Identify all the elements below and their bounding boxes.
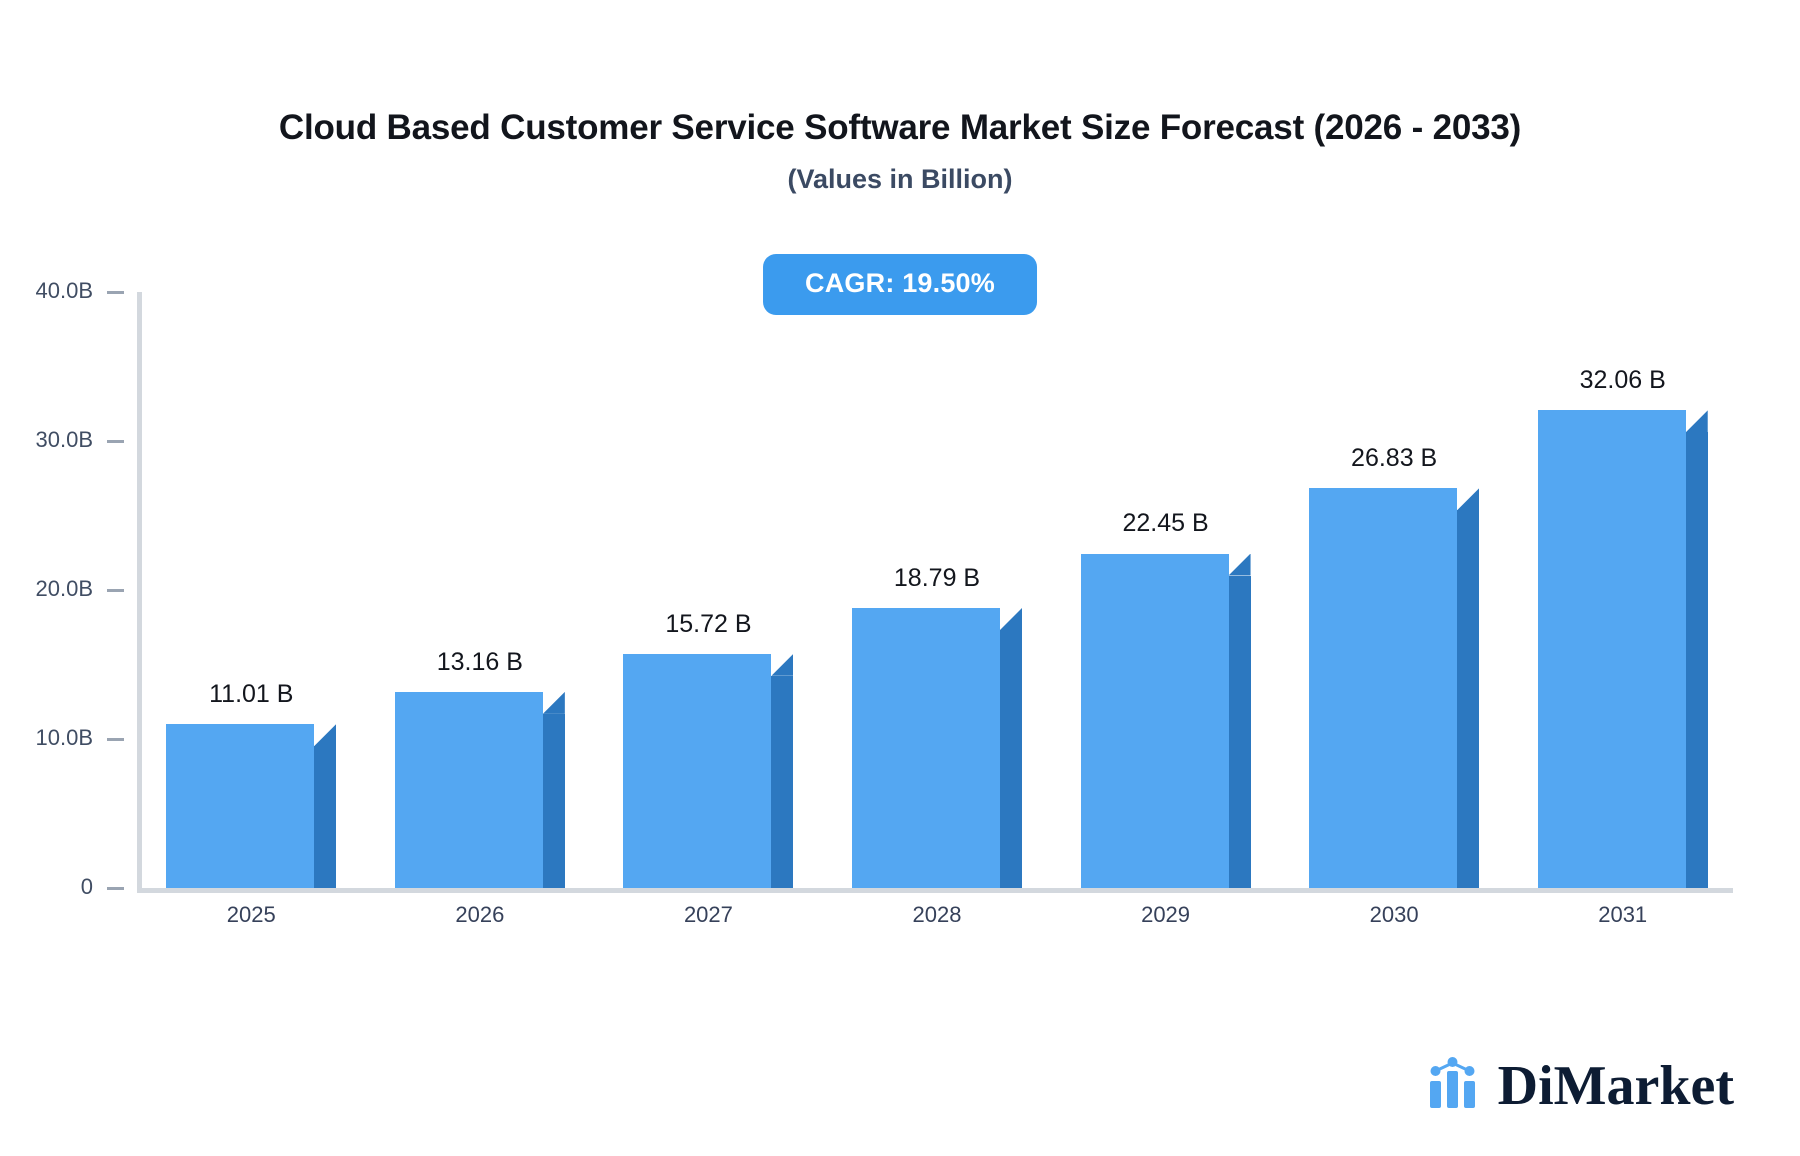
bar-value-label: 32.06 B [1579,366,1666,395]
x-tick-label: 2029 [1141,902,1191,927]
x-tick-label: 2026 [455,902,505,927]
title-block: Cloud Based Customer Service Software Ma… [0,108,1800,195]
bar-top-face [1000,608,1022,631]
bar-front-face [623,653,772,888]
bar-front-face [166,723,315,888]
bar-value-label: 11.01 B [209,679,294,708]
bar-value-label: 22.45 B [1122,509,1209,538]
x-axis-line [137,888,1733,893]
bar-top-face [771,653,794,676]
x-tick-label: 2028 [912,902,962,927]
bar[interactable] [852,608,1022,888]
y-tick-mark [107,886,124,890]
cagr-badge: CAGR: 19.50% [763,254,1037,315]
bar-chart-icon [1428,1057,1486,1114]
chart-subtitle: (Values in Billion) [787,164,1013,195]
bar-top-face [314,723,337,746]
bar[interactable] [166,723,337,888]
y-axis-line [137,292,142,892]
x-tick-label: 2031 [1598,902,1648,927]
bar[interactable] [1309,488,1480,888]
bar-value-label: 13.16 B [436,647,523,676]
bar-front-face [394,691,543,888]
bar-top-face [1457,488,1480,511]
bar[interactable] [1080,553,1251,888]
bar-side-face [1685,432,1708,888]
brand-logo: DiMarket [1428,1057,1734,1114]
x-tick-label: 2025 [226,902,276,927]
bar[interactable] [1537,410,1708,888]
bar-side-face [1000,630,1022,888]
y-tick-label: 20.0B [35,576,94,601]
bar-front-face [852,608,1000,888]
y-tick-label: 0 [80,874,93,899]
bar-side-face [771,675,794,888]
y-tick-label: 10.0B [35,725,94,750]
logo-text: DiMarket [1497,1054,1734,1117]
y-tick-mark [107,439,124,443]
y-tick-mark [107,588,124,592]
bar-side-face [1457,510,1480,888]
y-tick-label: 30.0B [35,427,94,452]
plot-area: 0 10.0B 20.0B 30.0B 40.0B 11.01 B 13.16 B 15.7… [36,280,1737,926]
y-tick-mark [107,290,124,294]
bar-side-face [542,713,565,888]
bar-side-face [314,745,337,888]
bar-front-face [1080,553,1229,888]
bar-top-face [1228,553,1251,576]
bar-top-face [542,691,565,714]
page-title: Cloud Based Customer Service Software Ma… [278,108,1522,147]
bar[interactable] [623,653,794,888]
bar-value-label: 18.79 B [893,564,981,593]
y-tick-label: 40.0B [35,278,94,303]
bar-value-label: 15.72 B [665,609,752,638]
bar-front-face [1537,410,1686,888]
bar-side-face [1228,575,1251,888]
y-tick-mark [107,737,124,741]
bar-front-face [1309,488,1458,888]
x-tick-label: 2030 [1369,902,1419,927]
bar-value-label: 26.83 B [1351,444,1438,473]
bar[interactable] [394,691,565,888]
bar-top-face [1685,410,1708,433]
x-tick-label: 2027 [683,902,733,927]
